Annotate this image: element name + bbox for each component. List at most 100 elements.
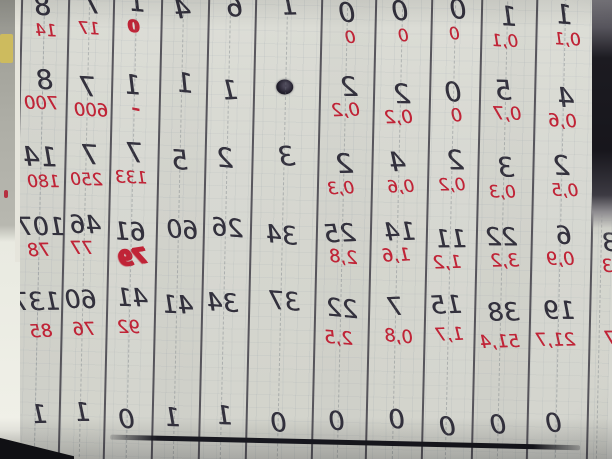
cell-red-value: 1,7 [434, 323, 465, 346]
cell-black-value: 4 [388, 146, 407, 179]
cell-red-value: 77 [70, 237, 94, 259]
cell-red-value: 7 [604, 327, 612, 349]
cell-black-value: 8 [33, 0, 52, 23]
cell-red-value: 0,7 [492, 103, 522, 125]
cell-red-value: 0 [344, 27, 356, 49]
cell-black-value: 1 [30, 399, 48, 431]
cell-black-value: 1 [498, 1, 518, 34]
ledger-column-6: 1 3 34 37 0 [244, 0, 324, 459]
cell-red-value: 14 [34, 20, 58, 42]
cell-red-value: 0,6 [547, 110, 578, 133]
cell-black-value: 19 [543, 295, 576, 325]
cell-black-value: 0 [118, 404, 135, 436]
cell-black-value: 2 [446, 145, 465, 177]
cell-red-value: 0 [448, 24, 461, 45]
cell-red-value: 2 [603, 108, 612, 131]
cell-black-value: 0 [327, 406, 347, 438]
cell-red-value: 0 [397, 26, 409, 47]
cell-red-value: 600 [73, 99, 109, 122]
cell-red-value: 2,8 [328, 245, 359, 270]
cell-black-value: 0 [391, 0, 409, 28]
cell-black-value: 0 [489, 410, 507, 441]
cell-red-value: 79 [116, 243, 150, 272]
cell-red-value: 2,5 [323, 326, 354, 350]
cell-black-value: 7 [78, 71, 98, 104]
cell-black-value: 5 [170, 144, 190, 177]
cell-red-value: 0,8 [383, 324, 414, 349]
cell-red-value: 0,3 [326, 178, 355, 200]
cell-black-value: 0 [438, 411, 457, 443]
cell-black-value: 34 [264, 219, 300, 251]
cell-black-value: 4 [173, 0, 192, 26]
cell-red-value: 0,6 [387, 176, 415, 198]
cell-black-value: 1 [220, 74, 239, 107]
cell-black-value: 60 [64, 284, 97, 314]
cell-red-value: 76 [72, 318, 96, 341]
cell-red-value: 0,1 [553, 29, 582, 51]
cell-black-value: 2 [340, 71, 359, 104]
cell-black-value: 7 [386, 291, 404, 322]
cell-black-value: 37 [267, 285, 302, 317]
cell-black-value: 3 [497, 152, 515, 184]
cell-red-value: 0,2 [331, 99, 361, 122]
cell-red-value: 3 [606, 178, 612, 200]
cell-red-value: 17 [77, 18, 101, 40]
cell-black-value: 14 [383, 216, 417, 247]
cell-red-value: 85 [29, 320, 53, 343]
cell-red-value: 0 [450, 105, 463, 127]
cell-black-value: 11 [434, 224, 467, 254]
cell-black-value: 0 [448, 0, 468, 26]
cell-black-value: 1 [174, 67, 195, 100]
cell-red-value: 133 [114, 167, 148, 189]
cell-red-value: 3 [601, 255, 612, 277]
cell-red-value: 250 [70, 169, 104, 191]
cell-black-value: 3 [601, 227, 612, 258]
cell-black-value: 0 [545, 408, 563, 439]
cell-black-value: 1 [163, 402, 181, 434]
cell-red-value: 0,3 [488, 182, 516, 203]
cell-red-value: 0,5 [551, 180, 579, 202]
cell-black-value: 0 [444, 77, 463, 109]
cell-red-value: 1,2 [432, 251, 462, 274]
cell-red-value: 1,6 [381, 244, 412, 267]
cell-black-value: 41 [161, 289, 195, 320]
cell-black-value: 41 [116, 282, 149, 313]
cell-black-value: 1 [215, 400, 234, 432]
cell-black-value: 1 [554, 0, 574, 32]
cell-red-value: 3,2 [490, 250, 520, 272]
cell-red-value: 0,9 [546, 248, 575, 270]
cell-black-value: 1 [280, 0, 298, 22]
cell-red-value: 700 [23, 92, 59, 115]
cell-black-value: 14 [22, 141, 58, 174]
cell-black-value: 15 [430, 289, 463, 320]
cell-black-value: 25 [323, 218, 357, 249]
cell-red-value: 92 [117, 316, 141, 339]
cell-black-value: 46 [69, 209, 102, 240]
cell-black-value: 22 [325, 292, 360, 325]
cell-black-value: 60 [165, 214, 200, 246]
cell-black-value: 3 [277, 141, 296, 173]
cell-black-value: 2 [393, 79, 411, 111]
cell-black-value: 107 [17, 211, 66, 242]
cell-red-value: 0,1 [490, 30, 519, 52]
cell-black-value: 1 [73, 397, 91, 429]
cell-red-value: 51,4 [479, 330, 521, 354]
cell-black-value: 7 [80, 139, 100, 172]
cell-red-value: 0 [126, 16, 141, 38]
cell-black-value: 5 [494, 75, 513, 107]
cell-black-value: 6 [225, 0, 244, 24]
cell-black-value: 26 [210, 212, 245, 244]
cell-red-value: 21,7 [535, 329, 576, 351]
cell-black-value: 0 [338, 0, 356, 29]
cell-black-value: 7 [82, 0, 103, 21]
cell-black-value: 6 [555, 220, 573, 251]
cell-black-value: 38 [487, 297, 520, 327]
cell-black-value: 4 [556, 82, 576, 115]
cell-black-value: 2 [335, 148, 354, 181]
cell-red-value: 0,2 [384, 106, 414, 129]
cell-red-value: 78 [27, 239, 51, 262]
cell-black-value: 8 [35, 64, 55, 97]
